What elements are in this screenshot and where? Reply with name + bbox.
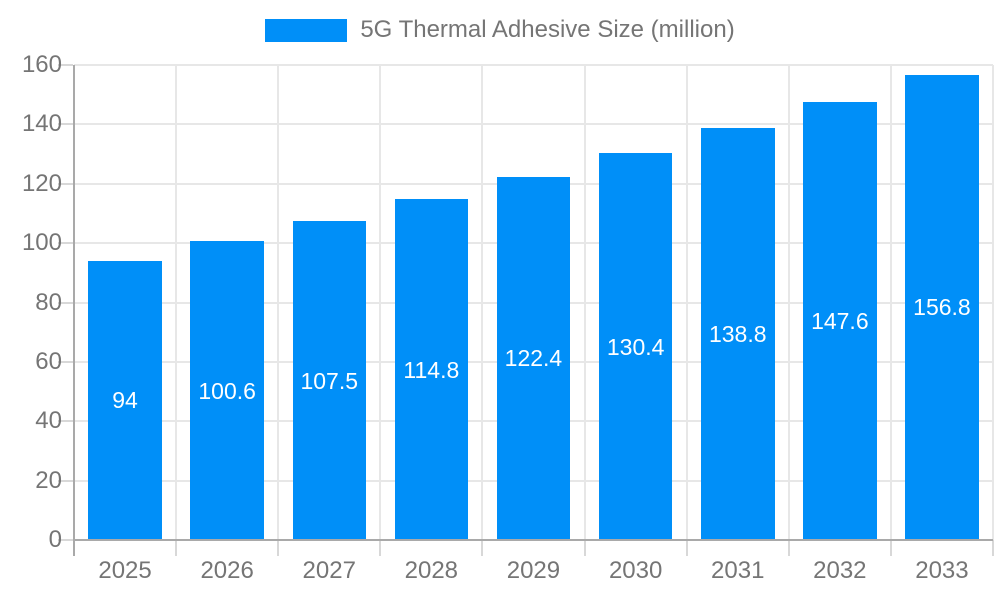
gridline-vertical	[481, 65, 484, 540]
y-axis-tick-label: 100	[21, 229, 62, 257]
legend-item[interactable]: 5G Thermal Adhesive Size (million)	[265, 16, 735, 44]
x-axis-tick-label: 2025	[98, 557, 152, 584]
bar-value-label: 156.8	[913, 294, 971, 321]
y-axis-tick	[58, 182, 73, 185]
x-axis-tick-label: 2032	[813, 557, 867, 584]
x-axis-tick-label: 2030	[608, 557, 663, 584]
bar[interactable]: 138.8	[701, 127, 775, 540]
x-axis-tick-label: 2026	[200, 557, 254, 584]
bar-value-label: 138.8	[708, 320, 767, 347]
x-axis-tick	[277, 540, 280, 556]
gridline-vertical	[889, 65, 892, 540]
x-axis-tick	[481, 540, 484, 556]
y-axis-tick	[58, 242, 73, 245]
bar-value-label: 100.6	[198, 377, 256, 404]
bar-value-label: 114.8	[403, 356, 460, 383]
y-axis-tick	[58, 420, 73, 423]
y-axis-tick-label: 120	[21, 169, 62, 197]
x-axis-tick	[787, 540, 790, 556]
x-axis-tick-label: 2027	[302, 557, 356, 584]
y-axis-tick-label: 20	[35, 466, 62, 494]
bar[interactable]: 100.6	[190, 241, 264, 540]
legend: 5G Thermal Adhesive Size (million)	[0, 16, 1000, 44]
y-axis-tick	[58, 123, 73, 126]
x-axis-tick	[685, 540, 688, 556]
bar[interactable]: 107.5	[292, 220, 366, 540]
x-axis-tick	[889, 540, 892, 556]
x-axis-tick	[175, 540, 178, 556]
gridline-horizontal	[74, 123, 993, 126]
x-axis-tick-label: 2029	[506, 557, 561, 584]
gridline-vertical	[685, 65, 688, 540]
x-axis-tick	[583, 540, 586, 556]
x-axis-tick	[379, 540, 382, 556]
legend-label: 5G Thermal Adhesive Size (million)	[360, 16, 735, 43]
x-axis-line	[74, 539, 993, 541]
plot-area: 94 100.6 107.5 114.8 122.4 130.4 138.8 147.6 156…	[58, 64, 994, 556]
y-axis-tick	[58, 301, 73, 304]
y-axis-tick-label: 160	[21, 51, 62, 78]
y-axis-line	[73, 65, 75, 556]
x-axis-tick-label: 2033	[915, 557, 969, 584]
legend-swatch-icon	[265, 18, 348, 42]
gridline-vertical	[787, 65, 790, 540]
x-axis-tick-label: 2031	[711, 557, 765, 584]
bar[interactable]: 156.8	[905, 74, 979, 540]
gridline-horizontal	[74, 64, 993, 66]
y-axis-tick	[58, 64, 73, 66]
bar[interactable]: 122.4	[496, 176, 571, 540]
bar[interactable]: 130.4	[598, 152, 673, 540]
y-axis-tick-label: 60	[35, 347, 62, 375]
y-axis-tick-label: 0	[48, 526, 62, 553]
y-axis-tick-label: 140	[21, 110, 62, 138]
y-axis-labels: 0 20 40 60 80 100 120 140 160	[0, 51, 62, 553]
y-axis-tick	[58, 360, 73, 363]
gridline-vertical	[379, 65, 382, 540]
x-axis-labels: 2025 2026 2027 2028 2029 2030 2031 2032 2033	[74, 556, 993, 590]
x-axis-tick-label: 2028	[404, 557, 459, 584]
bar[interactable]: 94	[88, 260, 162, 540]
gridline-vertical	[277, 65, 280, 540]
y-axis-tick-label: 40	[35, 407, 62, 435]
bar[interactable]: 114.8	[394, 199, 469, 540]
y-axis-tick	[58, 539, 73, 541]
bar-value-label: 122.4	[504, 345, 563, 372]
bar-value-label: 130.4	[606, 333, 665, 360]
y-axis-tick-label: 80	[35, 288, 62, 316]
bar-value-label: 94	[112, 387, 138, 414]
gridline-vertical	[583, 65, 586, 540]
bar-value-label: 107.5	[300, 367, 359, 394]
bar-value-label: 147.6	[811, 307, 869, 334]
y-axis-tick	[58, 479, 73, 482]
x-axis-tick	[992, 540, 994, 556]
bar[interactable]: 147.6	[803, 101, 877, 540]
gridline-vertical	[992, 65, 994, 540]
gridline-vertical	[175, 65, 178, 540]
